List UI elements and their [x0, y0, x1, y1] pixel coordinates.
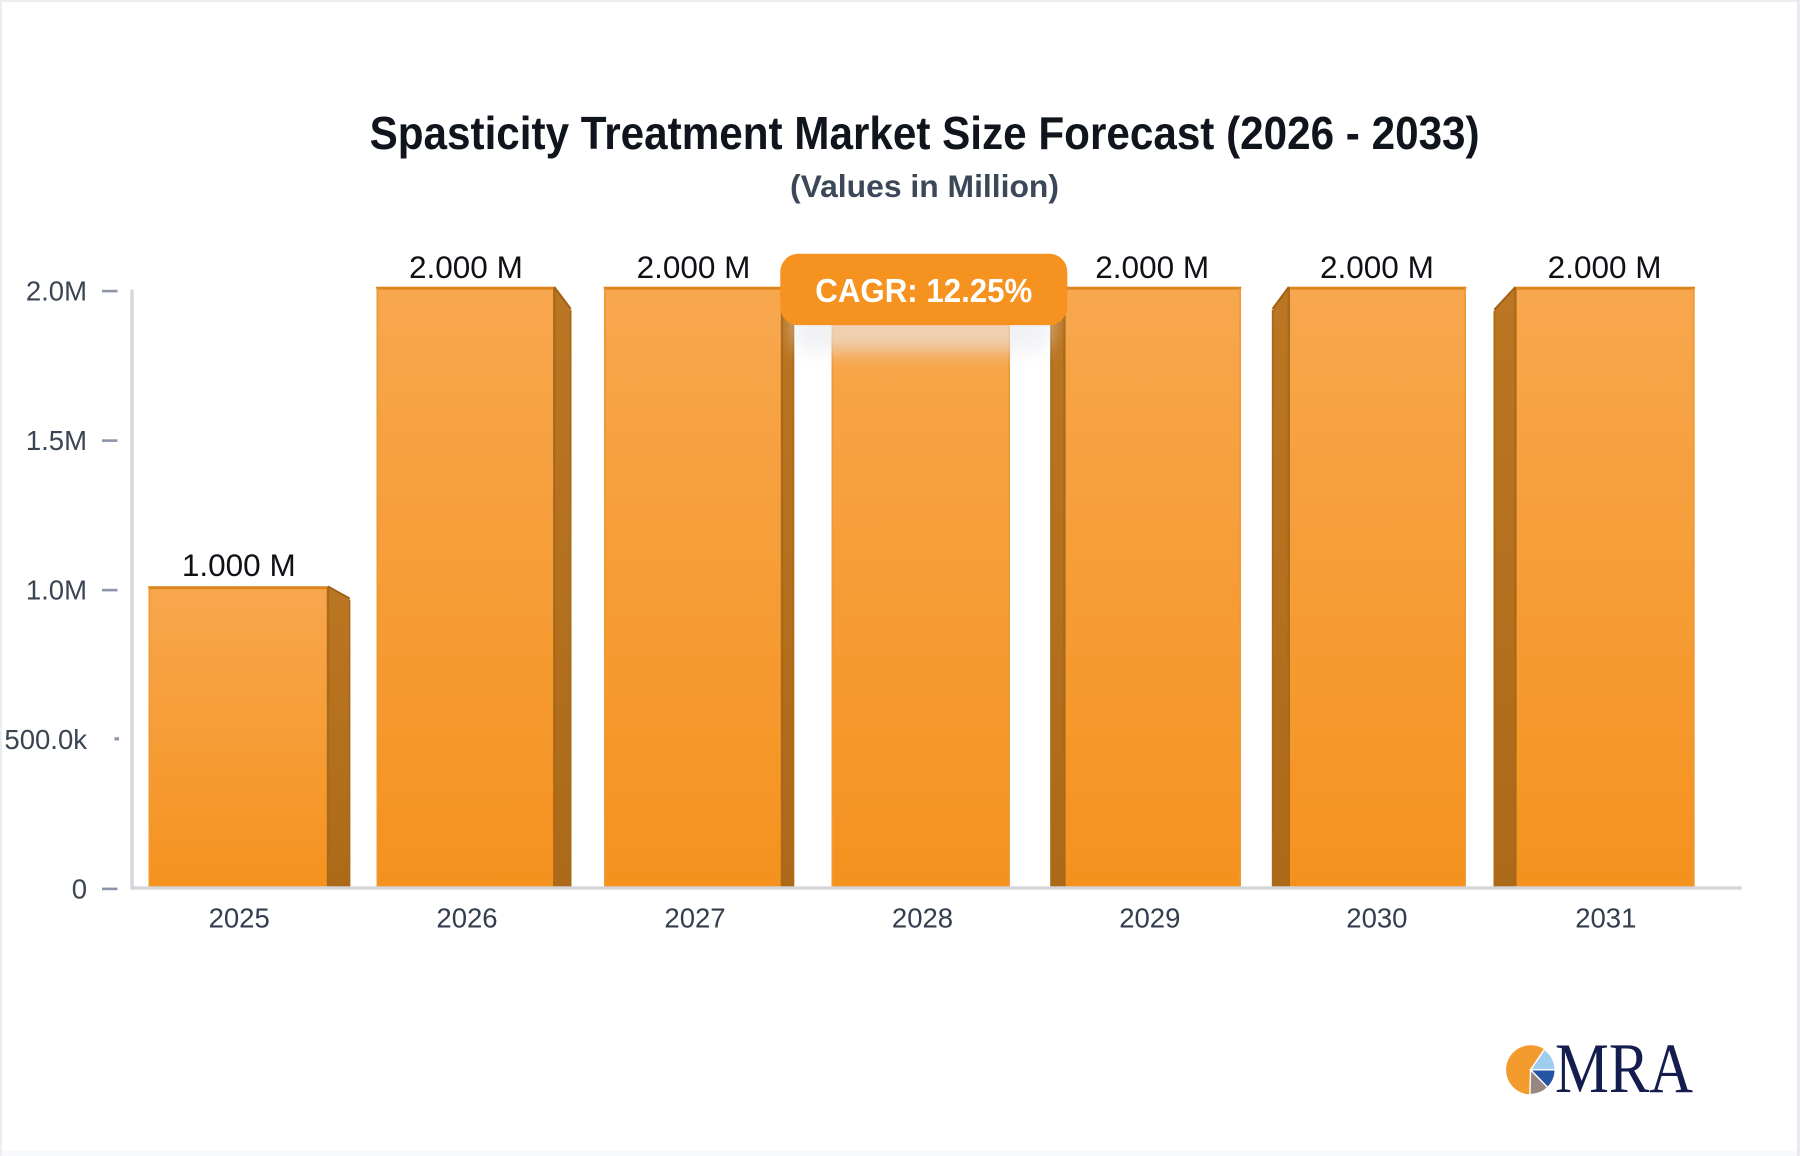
svg-text:2.000 M: 2.000 M [409, 249, 523, 285]
svg-text:2.000 M: 2.000 M [1320, 249, 1434, 285]
svg-text:2030: 2030 [1346, 903, 1407, 934]
svg-text:0: 0 [72, 873, 87, 904]
svg-text:2026: 2026 [436, 903, 497, 934]
svg-text:2029: 2029 [1119, 903, 1180, 934]
svg-text:2025: 2025 [209, 903, 270, 934]
svg-text:1.000 M: 1.000 M [182, 547, 296, 583]
svg-text:MRA: MRA [1555, 1030, 1693, 1108]
svg-text:(Values in Million): (Values in Million) [790, 168, 1059, 204]
svg-text:2.000 M: 2.000 M [1548, 249, 1662, 285]
svg-text:2027: 2027 [664, 903, 725, 934]
svg-text:500.0k: 500.0k [4, 724, 87, 755]
svg-text:2.000 M: 2.000 M [637, 249, 751, 285]
svg-text:1.0M: 1.0M [26, 575, 87, 606]
svg-text:CAGR: 12.25%: CAGR: 12.25% [815, 272, 1032, 309]
svg-text:2.000 M: 2.000 M [1095, 249, 1209, 285]
svg-text:Spasticity Treatment Market Si: Spasticity Treatment Market Size Forecas… [370, 107, 1480, 159]
svg-text:2028: 2028 [892, 903, 953, 934]
svg-text:1.5M: 1.5M [26, 425, 87, 456]
svg-text:2.0M: 2.0M [26, 276, 87, 307]
svg-text:2031: 2031 [1575, 903, 1636, 934]
